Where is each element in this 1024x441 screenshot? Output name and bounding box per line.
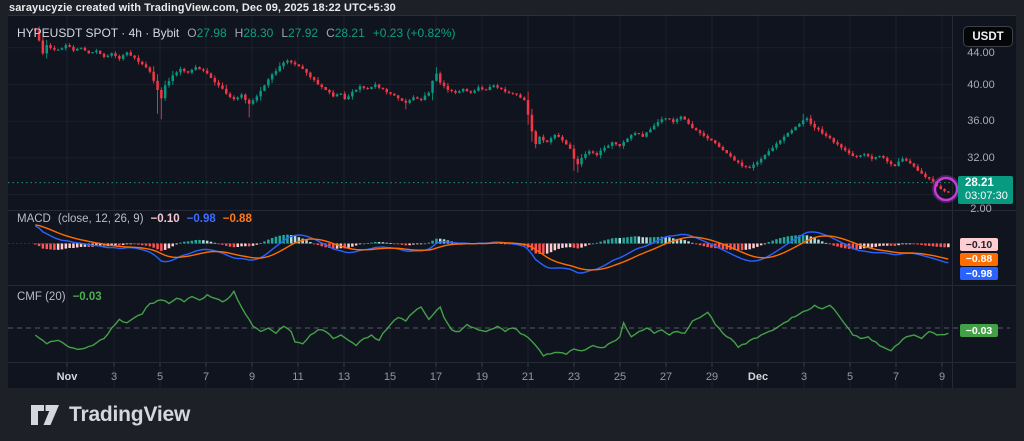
macd-hist-value-chip: −0.10 [960, 238, 998, 251]
time-axis-label[interactable]: Dec [747, 371, 769, 383]
chart-panel[interactable] [8, 15, 1016, 388]
symbol-legend: HYPEUSDT SPOT · 4h · Bybit O27.98 H28.30… [17, 26, 456, 40]
price-axis-label[interactable]: 40.00 [967, 78, 995, 91]
macd-hist-value: −0.10 [150, 213, 180, 225]
time-axis-label[interactable]: 3 [800, 371, 808, 383]
macd-line-value-chip: −0.98 [960, 267, 998, 280]
ohlc-high: H28.30 [234, 26, 274, 40]
time-axis-label[interactable]: Nov [56, 371, 78, 383]
ohlc-close: C28.21 [326, 26, 365, 40]
macd-signal-value: −0.88 [222, 213, 252, 225]
price-axis-label[interactable]: 36.00 [967, 114, 995, 127]
symbol-title: HYPEUSDT SPOT · 4h · Bybit [17, 26, 180, 40]
currency-toggle-button[interactable]: USDT [963, 26, 1013, 47]
footer-bar: TradingView [0, 388, 1024, 441]
price-axis-label[interactable]: 32.00 [967, 151, 995, 164]
time-axis-label[interactable]: 19 [475, 371, 489, 383]
time-axis-label[interactable]: 15 [383, 371, 397, 383]
bar-countdown: 03:07:30 [965, 190, 1008, 202]
time-axis-label[interactable]: 7 [892, 371, 900, 383]
macd-line-value: −0.98 [186, 213, 216, 225]
tradingview-wordmark[interactable]: TradingView [69, 402, 191, 426]
time-axis-label[interactable]: 21 [521, 371, 535, 383]
macd-params: (close, 12, 26, 9) [57, 213, 144, 225]
macd-signal-value-chip: −0.88 [960, 252, 998, 266]
time-axis-label[interactable]: 5 [846, 371, 854, 383]
time-axis-label[interactable]: 5 [156, 371, 164, 383]
attribution-text: sarayucyzie created with TradingView.com… [9, 1, 396, 14]
time-axis-label[interactable]: 13 [337, 371, 351, 383]
time-axis-label[interactable]: 9 [248, 371, 256, 383]
time-axis-label[interactable]: 11 [292, 371, 304, 383]
last-price-value: 28.21 [965, 177, 994, 189]
ohlc-open: O27.98 [187, 26, 227, 40]
price-change: +0.23 (+0.82%) [372, 26, 456, 40]
cmf-value: −0.03 [72, 291, 102, 303]
cmf-value-chip: −0.03 [960, 324, 998, 337]
time-axis-label[interactable]: 7 [202, 371, 210, 383]
time-axis-label[interactable]: 23 [567, 371, 581, 383]
cmf-legend: CMF (20) −0.03 [17, 291, 102, 303]
time-axis-label[interactable]: 29 [705, 371, 719, 383]
price-axis-label[interactable]: 44.00 [967, 47, 995, 59]
time-axis-label[interactable]: 27 [659, 371, 673, 383]
time-axis-label[interactable]: 25 [613, 371, 627, 383]
macd-title: MACD [17, 213, 51, 225]
tradingview-logo-icon[interactable] [30, 403, 60, 427]
cmf-title: CMF (20) [17, 291, 66, 303]
macd-scale-label: 2.00 [970, 203, 992, 215]
time-axis-label[interactable]: 9 [938, 371, 946, 383]
time-axis-label[interactable]: 3 [110, 371, 118, 383]
ohlc-low: L27.92 [281, 26, 319, 40]
macd-legend: MACD (close, 12, 26, 9) −0.10 −0.98 −0.8… [17, 213, 252, 225]
attribution-bar: sarayucyzie created with TradingView.com… [0, 0, 1024, 15]
last-price-label: 28.21 03:07:30 [958, 176, 1013, 204]
time-axis-label[interactable]: 17 [429, 371, 443, 383]
